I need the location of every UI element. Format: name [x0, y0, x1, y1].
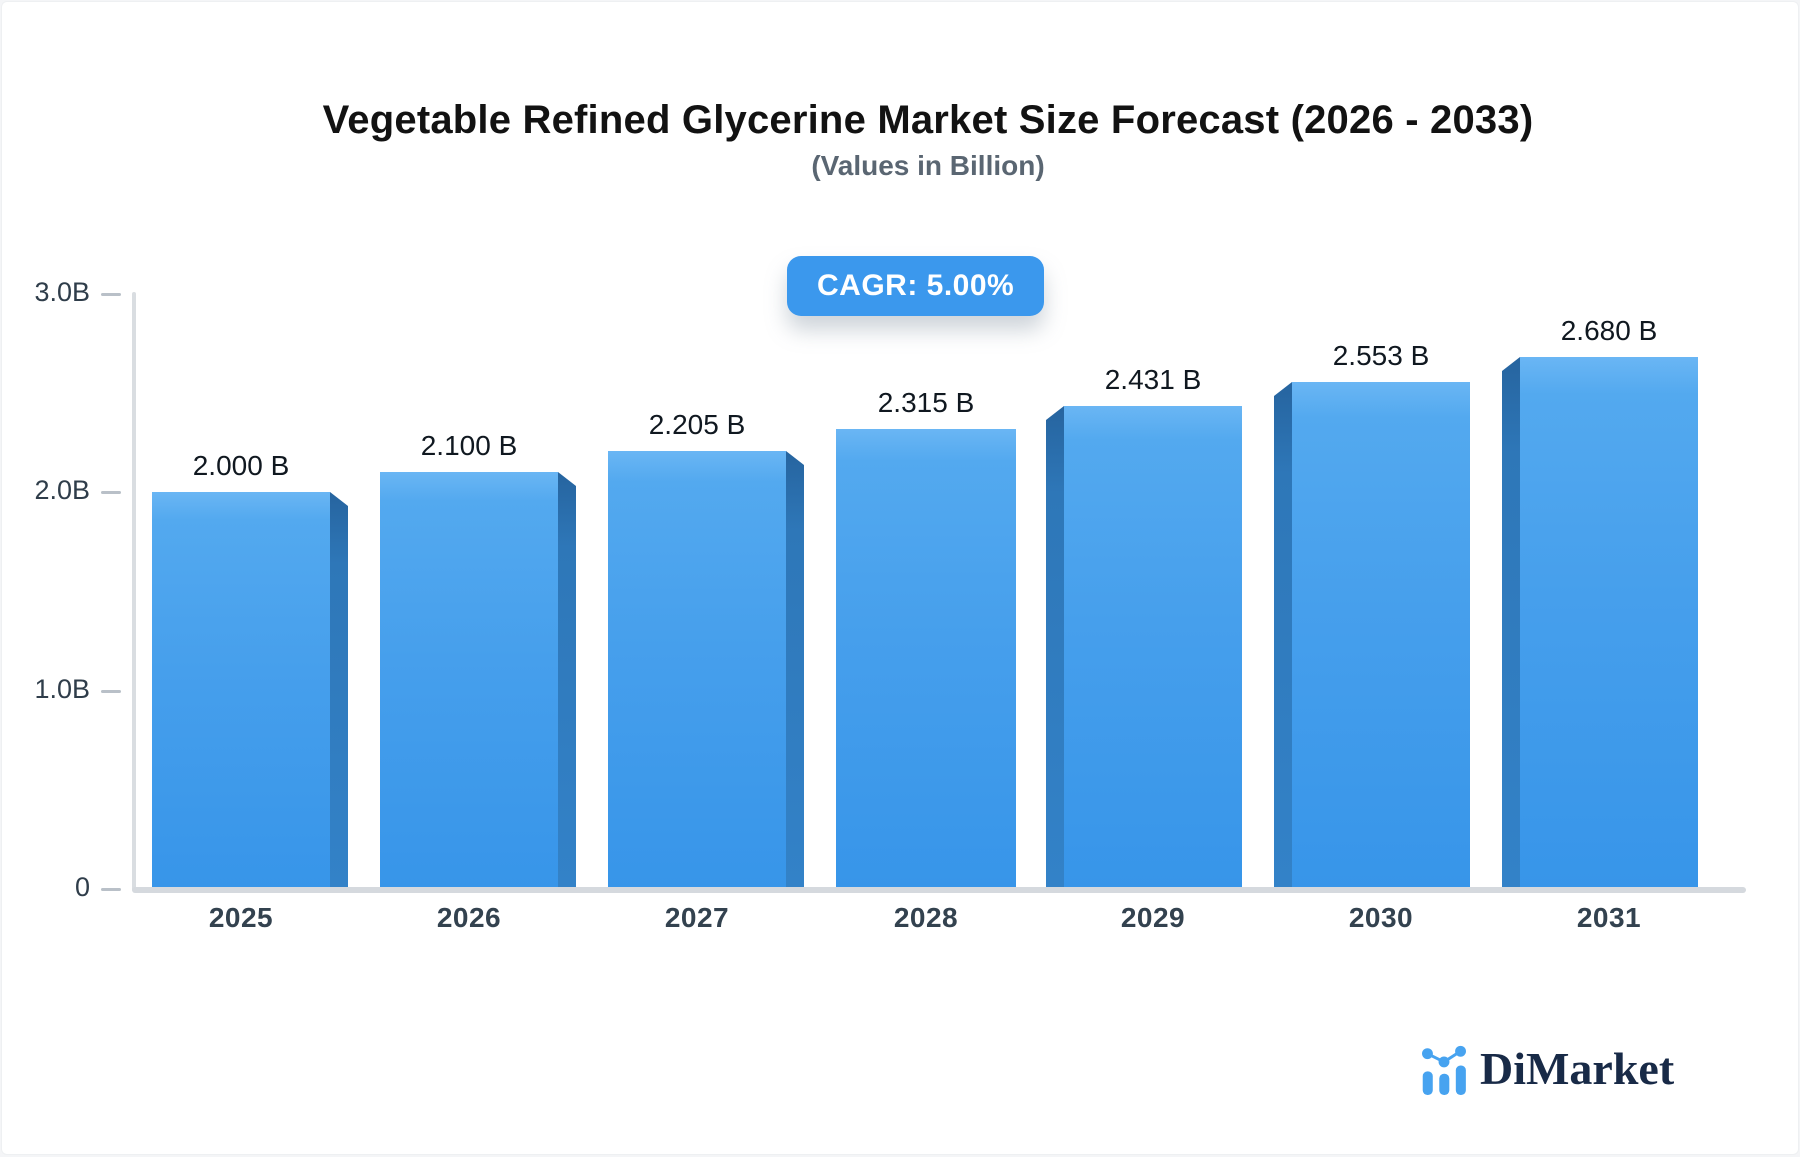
bar-2027 [608, 451, 804, 889]
y-axis-tick-label: 1.0B [34, 673, 90, 704]
bar-face [1064, 406, 1242, 889]
bar-face [152, 492, 330, 889]
bar-face [1520, 357, 1698, 889]
bar-face [608, 451, 786, 889]
bar-face [380, 472, 558, 889]
bar-2028 [836, 429, 1016, 889]
bar-value-label: 2.100 B [420, 430, 518, 461]
x-axis-label: 2031 [1576, 902, 1642, 933]
x-axis-label: 2026 [436, 902, 502, 933]
bar-side-face [786, 451, 804, 889]
bar-2031 [1502, 357, 1698, 889]
y-axis-tick-mark [101, 292, 121, 296]
bar-2026 [380, 472, 576, 889]
bar-2025 [152, 492, 348, 889]
bar-value-label: 2.205 B [648, 409, 746, 440]
chart-subtitle: (Values in Billion) [811, 150, 1045, 181]
x-axis-label: 2028 [893, 902, 959, 933]
y-axis-tick-mark [101, 491, 121, 494]
x-axis-label: 2025 [208, 902, 274, 933]
brand-logo: DiMarket [1420, 1042, 1674, 1095]
bar-side-face [1274, 382, 1292, 889]
cagr-badge: CAGR: 5.00% [787, 256, 1045, 316]
x-axis-line [132, 887, 1746, 893]
bar-chart-logo-icon [1422, 1045, 1466, 1095]
bar-face [1292, 382, 1470, 889]
y-axis-tick-mark [101, 689, 121, 693]
x-axis-label: 2027 [664, 902, 730, 933]
y-axis-tick-label: 0 [74, 872, 90, 902]
bar-value-label: 2.315 B [877, 387, 975, 418]
bar-face [836, 429, 1016, 889]
bar-value-label: 2.000 B [192, 450, 290, 481]
bar-2030 [1274, 382, 1470, 889]
bar-2029 [1046, 406, 1242, 889]
x-axis-label: 2030 [1348, 902, 1414, 933]
y-axis-tick-mark [101, 888, 121, 891]
brand-name: DiMarket [1480, 1043, 1675, 1094]
bar-side-face [330, 492, 348, 889]
y-axis-line [132, 292, 136, 891]
chart-title: Vegetable Refined Glycerine Market Size … [322, 98, 1534, 142]
bar-value-label: 2.553 B [1332, 340, 1430, 371]
bar-value-label: 2.680 B [1560, 315, 1658, 346]
y-axis-tick-label: 2.0B [34, 475, 90, 505]
bar-side-face [1502, 357, 1520, 889]
bar-value-label: 2.431 B [1104, 364, 1202, 395]
y-axis-tick-label: 3.0B [34, 276, 90, 307]
x-axis-label: 2029 [1120, 902, 1186, 933]
bar-side-face [1046, 406, 1064, 889]
bar-side-face [558, 472, 576, 889]
